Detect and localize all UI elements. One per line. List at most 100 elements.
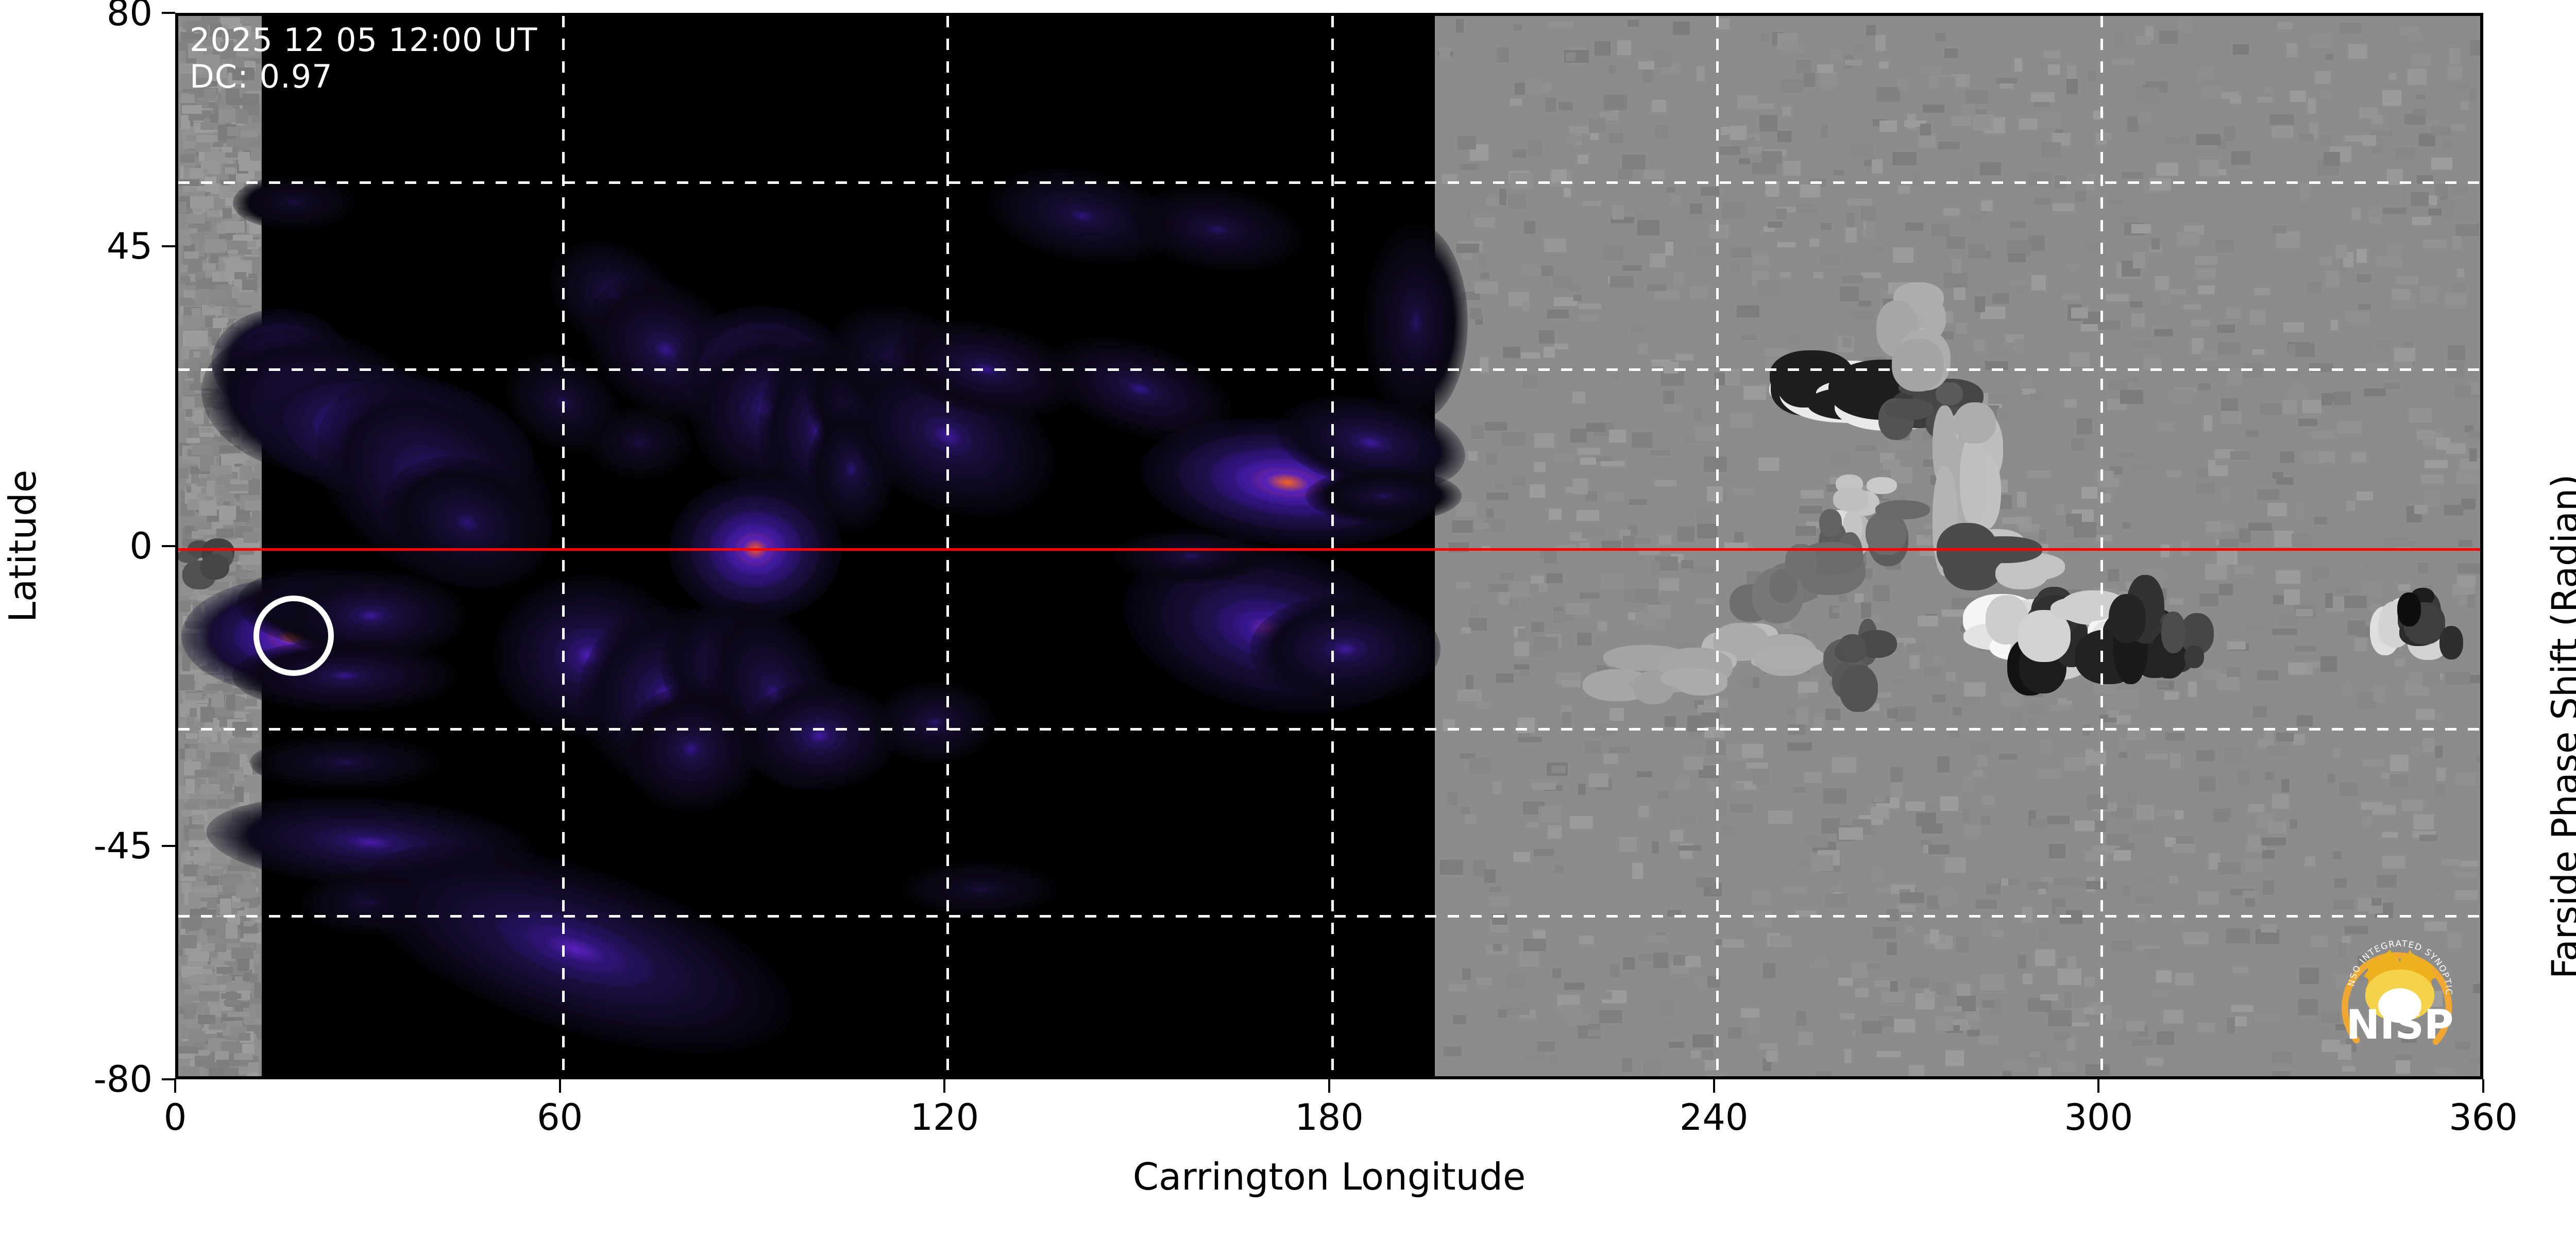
magnetogram-noise bbox=[1494, 134, 1510, 143]
magnetogram-noise bbox=[1688, 732, 1702, 737]
magnetogram-noise bbox=[1825, 708, 1841, 720]
magnetogram-noise bbox=[240, 1002, 249, 1009]
magnetogram-noise bbox=[1898, 185, 1910, 194]
magnetogram-noise bbox=[2357, 491, 2374, 500]
magnetogram-noise bbox=[2318, 579, 2341, 585]
magnetogram-noise bbox=[1659, 578, 1679, 591]
magnetogram-noise bbox=[1944, 48, 1958, 58]
magnetogram-noise bbox=[1512, 477, 1527, 485]
magnetogram-noise bbox=[200, 707, 213, 722]
magnetogram-noise bbox=[1544, 550, 1557, 564]
magnetogram-noise bbox=[1577, 633, 1591, 646]
magnetogram-noise bbox=[1462, 628, 1471, 633]
magnetogram-noise bbox=[1677, 527, 1694, 542]
magnetogram-noise bbox=[243, 440, 258, 448]
magnetogram-noise bbox=[1965, 90, 1989, 104]
magnetogram-noise bbox=[2263, 880, 2274, 895]
magnetogram-noise bbox=[1552, 968, 1561, 978]
magnetogram-noise bbox=[244, 835, 254, 842]
magnetogram-noise bbox=[1603, 246, 1623, 261]
magnetogram-noise bbox=[1622, 265, 1642, 271]
magnetogram-noise bbox=[1948, 731, 1960, 738]
x-axis-tick-label: 0 bbox=[164, 1096, 187, 1139]
magnetogram-noise bbox=[2297, 715, 2313, 726]
magnetogram-noise bbox=[1667, 187, 1676, 193]
magnetogram-noise bbox=[2245, 858, 2262, 872]
magnetogram-noise bbox=[207, 684, 230, 691]
magnetogram-noise bbox=[1637, 220, 1659, 235]
magnetogram-noise bbox=[2254, 288, 2270, 295]
magnetogram-noise bbox=[1916, 529, 1935, 535]
magnetogram-noise bbox=[1757, 280, 1781, 297]
magnetogram-noise bbox=[196, 135, 214, 143]
magnetogram-noise bbox=[2320, 134, 2331, 145]
magnetogram-noise bbox=[2454, 871, 2478, 877]
magnetogram-noise bbox=[1796, 708, 1808, 724]
magnetogram-noise bbox=[2377, 340, 2391, 351]
magnetogram-noise bbox=[1629, 499, 1647, 505]
magnetogram-noise bbox=[1952, 116, 1971, 126]
magnetogram-noise bbox=[1765, 348, 1788, 357]
magnetogram-noise bbox=[226, 982, 251, 991]
magnetogram-noise bbox=[1853, 44, 1863, 54]
magnetogram-noise bbox=[2034, 198, 2051, 205]
magnetogram-noise bbox=[1609, 133, 1623, 143]
magnetogram-noise bbox=[2436, 768, 2446, 781]
magnetogram-noise bbox=[1634, 684, 1651, 693]
magnetogram-noise bbox=[2120, 390, 2143, 404]
magnetogram-noise bbox=[1548, 825, 1562, 839]
magnetogram-noise bbox=[2343, 596, 2367, 608]
magnetogram-noise bbox=[1743, 386, 1766, 400]
magnetogram-noise bbox=[182, 105, 202, 114]
magnetogram-noise bbox=[2250, 908, 2273, 919]
magnetogram-noise bbox=[181, 633, 197, 649]
magnetogram-noise bbox=[2040, 657, 2058, 667]
magnetogram-noise bbox=[2334, 878, 2346, 888]
magnetogram-noise bbox=[1632, 863, 1643, 879]
magnetogram-noise bbox=[2149, 178, 2171, 191]
magnetogram-noise bbox=[1840, 286, 1859, 301]
magnetogram-noise bbox=[1855, 988, 1869, 997]
magnetogram-noise bbox=[227, 1012, 249, 1017]
magnetogram-noise bbox=[226, 923, 238, 939]
magnetogram-noise bbox=[2086, 1064, 2110, 1075]
magnetogram-noise bbox=[2261, 924, 2277, 932]
magnetogram-noise bbox=[2191, 320, 2210, 327]
magnetogram-noise bbox=[2123, 522, 2130, 529]
magnetogram-noise bbox=[2407, 33, 2421, 41]
magnetogram-noise bbox=[2047, 572, 2057, 581]
magnetogram-noise bbox=[1609, 373, 1619, 380]
magnetogram-noise bbox=[2130, 301, 2143, 308]
y-axis-tick bbox=[162, 12, 175, 14]
magnetogram-noise bbox=[1663, 391, 1675, 404]
magnetogram-noise bbox=[2269, 114, 2294, 125]
magnetogram-noise bbox=[181, 915, 202, 929]
magnetogram-noise bbox=[1974, 770, 1983, 776]
magnetogram-noise bbox=[1520, 266, 1540, 277]
magnetogram-noise bbox=[1789, 333, 1801, 345]
magnetogram-noise bbox=[2324, 152, 2340, 166]
magnetogram-noise bbox=[2019, 118, 2038, 130]
magnetogram-noise bbox=[1848, 198, 1872, 206]
magnetogram-noise bbox=[207, 481, 215, 496]
magnetogram-noise bbox=[1644, 170, 1665, 179]
magnetogram-noise bbox=[185, 621, 205, 629]
magnetogram-noise bbox=[2198, 383, 2211, 391]
magnetogram-noise bbox=[2028, 705, 2045, 715]
magnetogram-noise bbox=[1752, 163, 1776, 174]
magnetogram-noise bbox=[1650, 253, 1666, 267]
magnetogram-noise bbox=[1981, 974, 2004, 990]
magnetogram-noise bbox=[1801, 361, 1825, 374]
magnetogram-noise bbox=[1832, 607, 1839, 613]
magnetogram-noise bbox=[2442, 209, 2455, 220]
magnetogram-noise bbox=[2071, 438, 2085, 451]
magnetogram-noise bbox=[2330, 529, 2351, 535]
magnetogram-noise bbox=[2416, 94, 2425, 99]
magnetogram-noise bbox=[1909, 1065, 1924, 1076]
magnetogram-noise bbox=[1461, 949, 1485, 955]
magnetogram-noise bbox=[1850, 143, 1873, 158]
magnetogram-noise bbox=[2265, 772, 2275, 780]
magnetogram-noise bbox=[1690, 203, 1702, 215]
magnetogram-noise bbox=[1618, 169, 1633, 179]
magnetogram-noise bbox=[1825, 894, 1848, 907]
